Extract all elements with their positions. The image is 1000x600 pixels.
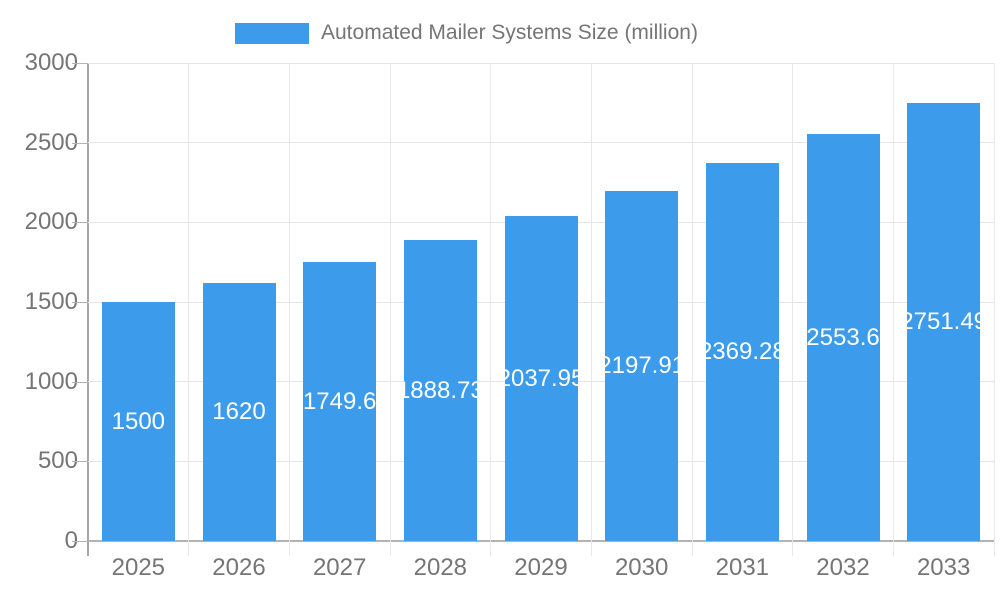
legend-swatch <box>235 22 309 44</box>
y-axis-tick <box>72 381 88 383</box>
y-axis-tick <box>72 142 88 144</box>
legend-label: Automated Mailer Systems Size (million) <box>321 21 698 44</box>
x-tick-label: 2027 <box>312 554 367 581</box>
y-tick-label: 1500 <box>24 288 78 315</box>
x-tick-label: 2032 <box>816 554 870 581</box>
bar-2025[interactable]: 1500 <box>101 302 175 541</box>
bar-value-label: 1888.73 <box>404 376 477 404</box>
plot-area: 1500 1620 1749.6 1888.73 2037.95 2197.91 2369.… <box>88 62 995 556</box>
bar-value-label: 1749.6 <box>303 387 377 415</box>
bar-value-label: 2553.6 <box>806 323 880 351</box>
bar-2032[interactable]: 2553.6 <box>806 134 880 541</box>
x-tick-label: 2029 <box>514 554 568 581</box>
bar-value-label: 2037.95 <box>505 364 578 392</box>
bar-2027[interactable]: 1749.6 <box>303 262 377 541</box>
y-tick-label: 2500 <box>24 128 78 156</box>
y-tick-label: 500 <box>37 447 78 475</box>
x-tick-label: 2030 <box>614 554 669 581</box>
x-axis-line <box>88 540 994 542</box>
v-gridline <box>490 63 492 556</box>
v-gridline <box>288 63 290 556</box>
y-axis-tick <box>72 541 88 542</box>
x-tick-label: 2026 <box>212 554 266 581</box>
y-axis-tick <box>72 461 88 463</box>
v-gridline <box>590 63 592 556</box>
v-gridline <box>389 63 391 556</box>
y-tick-label: 3000 <box>24 49 78 76</box>
x-tick-label: 2033 <box>916 554 971 581</box>
v-gridline <box>188 63 190 556</box>
bar-2031[interactable]: 2369.28 <box>705 163 779 541</box>
bar-2026[interactable]: 1620 <box>202 282 276 541</box>
v-gridline <box>691 63 693 556</box>
bar-2028[interactable]: 1888.73 <box>403 240 477 541</box>
bar-2029[interactable]: 2037.95 <box>504 216 578 541</box>
x-tick-label: 2031 <box>715 554 770 581</box>
bar-value-label: 1500 <box>111 407 166 435</box>
y-axis-line <box>87 63 89 556</box>
x-tick-label: 2025 <box>111 554 166 581</box>
y-axis-tick <box>72 63 88 64</box>
bar-value-label: 2751.49 <box>907 307 980 335</box>
bar-value-label: 1620 <box>212 397 266 425</box>
legend[interactable]: Automated Mailer Systems Size (million) <box>235 18 698 48</box>
y-tick-label: 2000 <box>24 208 78 236</box>
v-gridline <box>892 63 894 556</box>
y-tick-label: 0 <box>64 527 78 554</box>
x-tick-label: 2028 <box>413 554 468 581</box>
y-axis-tick <box>72 222 88 224</box>
h-gridline <box>88 62 994 64</box>
v-gridline <box>792 63 794 556</box>
bar-2033[interactable]: 2751.49 <box>907 102 981 541</box>
h-gridline <box>88 142 994 144</box>
y-tick-label: 1000 <box>24 367 78 395</box>
bar-value-label: 2197.91 <box>605 351 678 379</box>
bar-2030[interactable]: 2197.91 <box>605 190 679 541</box>
bar-value-label: 2369.28 <box>706 338 779 366</box>
v-gridline <box>993 63 995 556</box>
y-axis-tick <box>72 302 88 303</box>
